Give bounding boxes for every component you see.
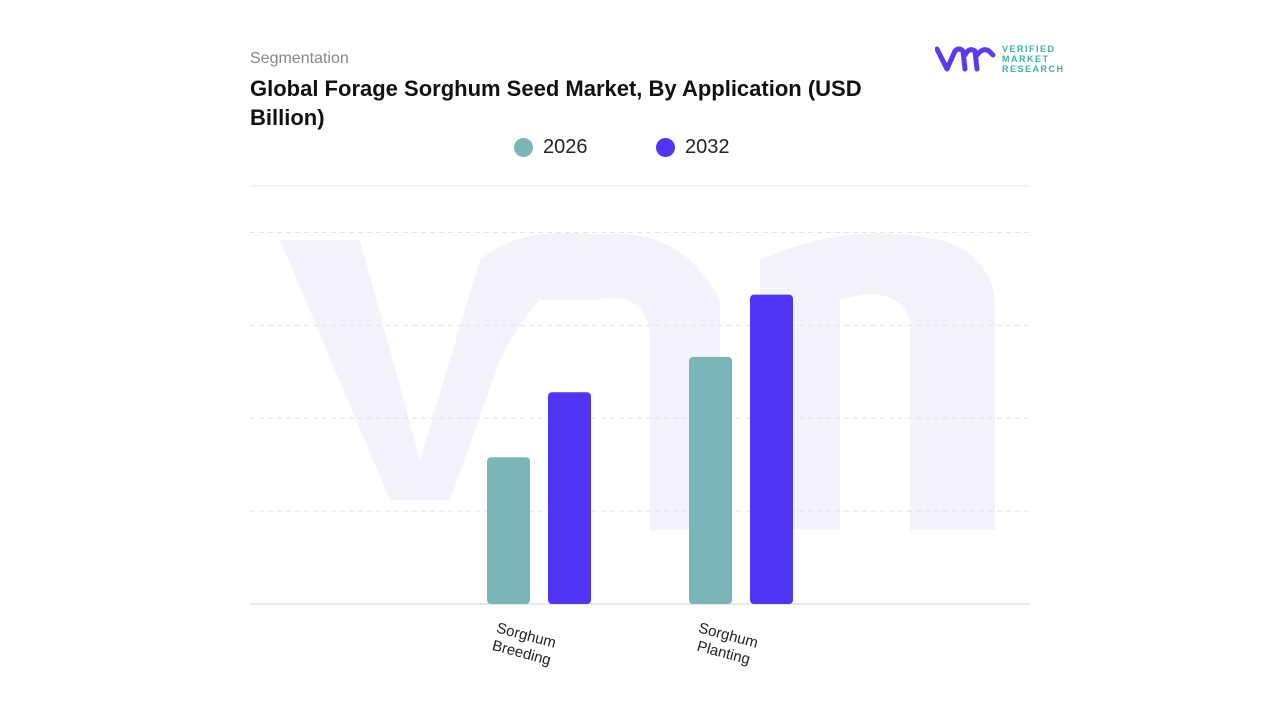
bar-2032-1 xyxy=(750,294,793,604)
legend-item-2026: 2026 xyxy=(514,136,588,159)
legend-item-2032: 2032 xyxy=(656,136,730,159)
logo-text-3: RESEARCH xyxy=(1002,64,1065,74)
legend-swatch-2032 xyxy=(656,138,675,157)
bar-2032-0 xyxy=(548,392,591,604)
legend-swatch-2026 xyxy=(514,138,533,157)
bar-2026-0 xyxy=(487,457,530,604)
vmr-logo-icon xyxy=(935,46,996,72)
chart-title: Global Forage Sorghum Seed Market, By Ap… xyxy=(250,76,862,130)
legend-label-2032: 2032 xyxy=(685,136,730,158)
logo-text-1: VERIFIED xyxy=(1002,44,1056,54)
vmr-logo: VERIFIED MARKET RESEARCH xyxy=(935,44,1065,74)
segment-label: Segmentation xyxy=(250,50,349,67)
watermark xyxy=(280,232,995,531)
x-tick-label: SorghumBreeding xyxy=(490,620,558,670)
legend-label-2026: 2026 xyxy=(543,136,588,158)
bar-2026-1 xyxy=(689,356,732,604)
logo-text-2: MARKET xyxy=(1002,54,1050,64)
x-tick-label: SorghumPlanting xyxy=(692,620,760,670)
